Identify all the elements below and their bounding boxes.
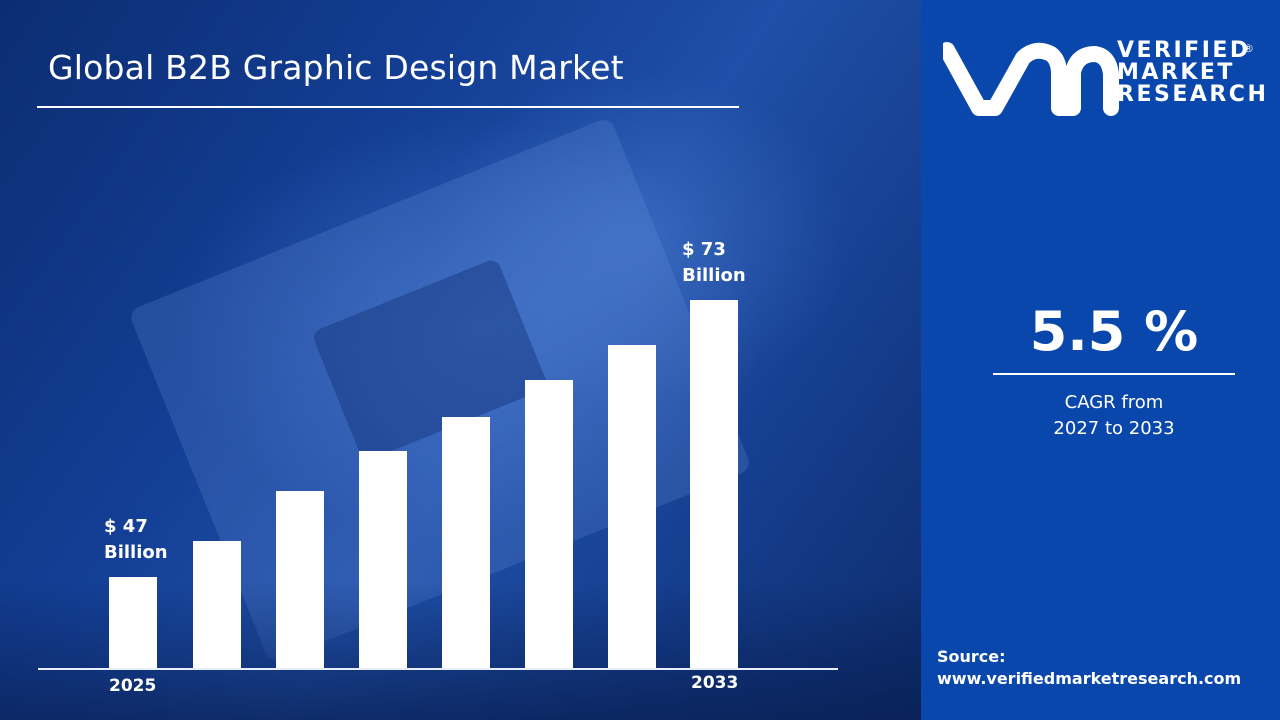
bar-2031 [608, 345, 656, 669]
end-value-label: $ 73 Billion [682, 237, 746, 289]
info-panel: VERIFIED MARKET RESEARCH ® 5.5 % CAGR fr… [921, 0, 1280, 720]
cagr-label-line2: 2027 to 2033 [1053, 418, 1175, 439]
cagr-label-line1: CAGR from [1064, 392, 1164, 413]
vmr-logo-icon [943, 42, 1119, 116]
bar-2029 [442, 417, 490, 669]
registered-mark: ® [1243, 42, 1254, 55]
bar-2033 [690, 300, 738, 669]
source-label: Source: [937, 647, 1006, 666]
start-value-unit: Billion [104, 542, 168, 563]
bar-chart: $ 47 Billion $ 73 Billion 2025 2033 [38, 237, 838, 696]
logo-line-research: RESEARCH [1117, 82, 1269, 107]
bar-2026 [193, 541, 241, 669]
logo-line-verified: VERIFIED [1117, 38, 1251, 63]
x-axis [38, 668, 838, 670]
logo-line-market: MARKET [1117, 60, 1235, 85]
cagr-value: 5.5 % [1029, 300, 1199, 363]
x-tick-2025: 2025 [109, 676, 157, 696]
bar-2030 [525, 380, 573, 669]
source-url[interactable]: www.verifiedmarketresearch.com [937, 669, 1242, 688]
cagr-divider [993, 373, 1235, 375]
bar-2028 [359, 451, 407, 669]
title-divider [37, 106, 739, 108]
start-value-amount: $ 47 [104, 516, 148, 537]
bar-2027 [276, 491, 324, 669]
end-value-unit: Billion [682, 265, 746, 286]
x-tick-2033: 2033 [691, 673, 739, 693]
page-title: Global B2B Graphic Design Market [48, 48, 624, 87]
start-value-label: $ 47 Billion [104, 514, 168, 566]
logo-wordmark: VERIFIED MARKET RESEARCH [1117, 40, 1268, 106]
source-block: Source: www.verifiedmarketresearch.com [937, 646, 1241, 690]
end-value-amount: $ 73 [682, 239, 726, 260]
bar-2025 [109, 577, 157, 669]
cagr-label: CAGR from 2027 to 2033 [994, 390, 1234, 442]
